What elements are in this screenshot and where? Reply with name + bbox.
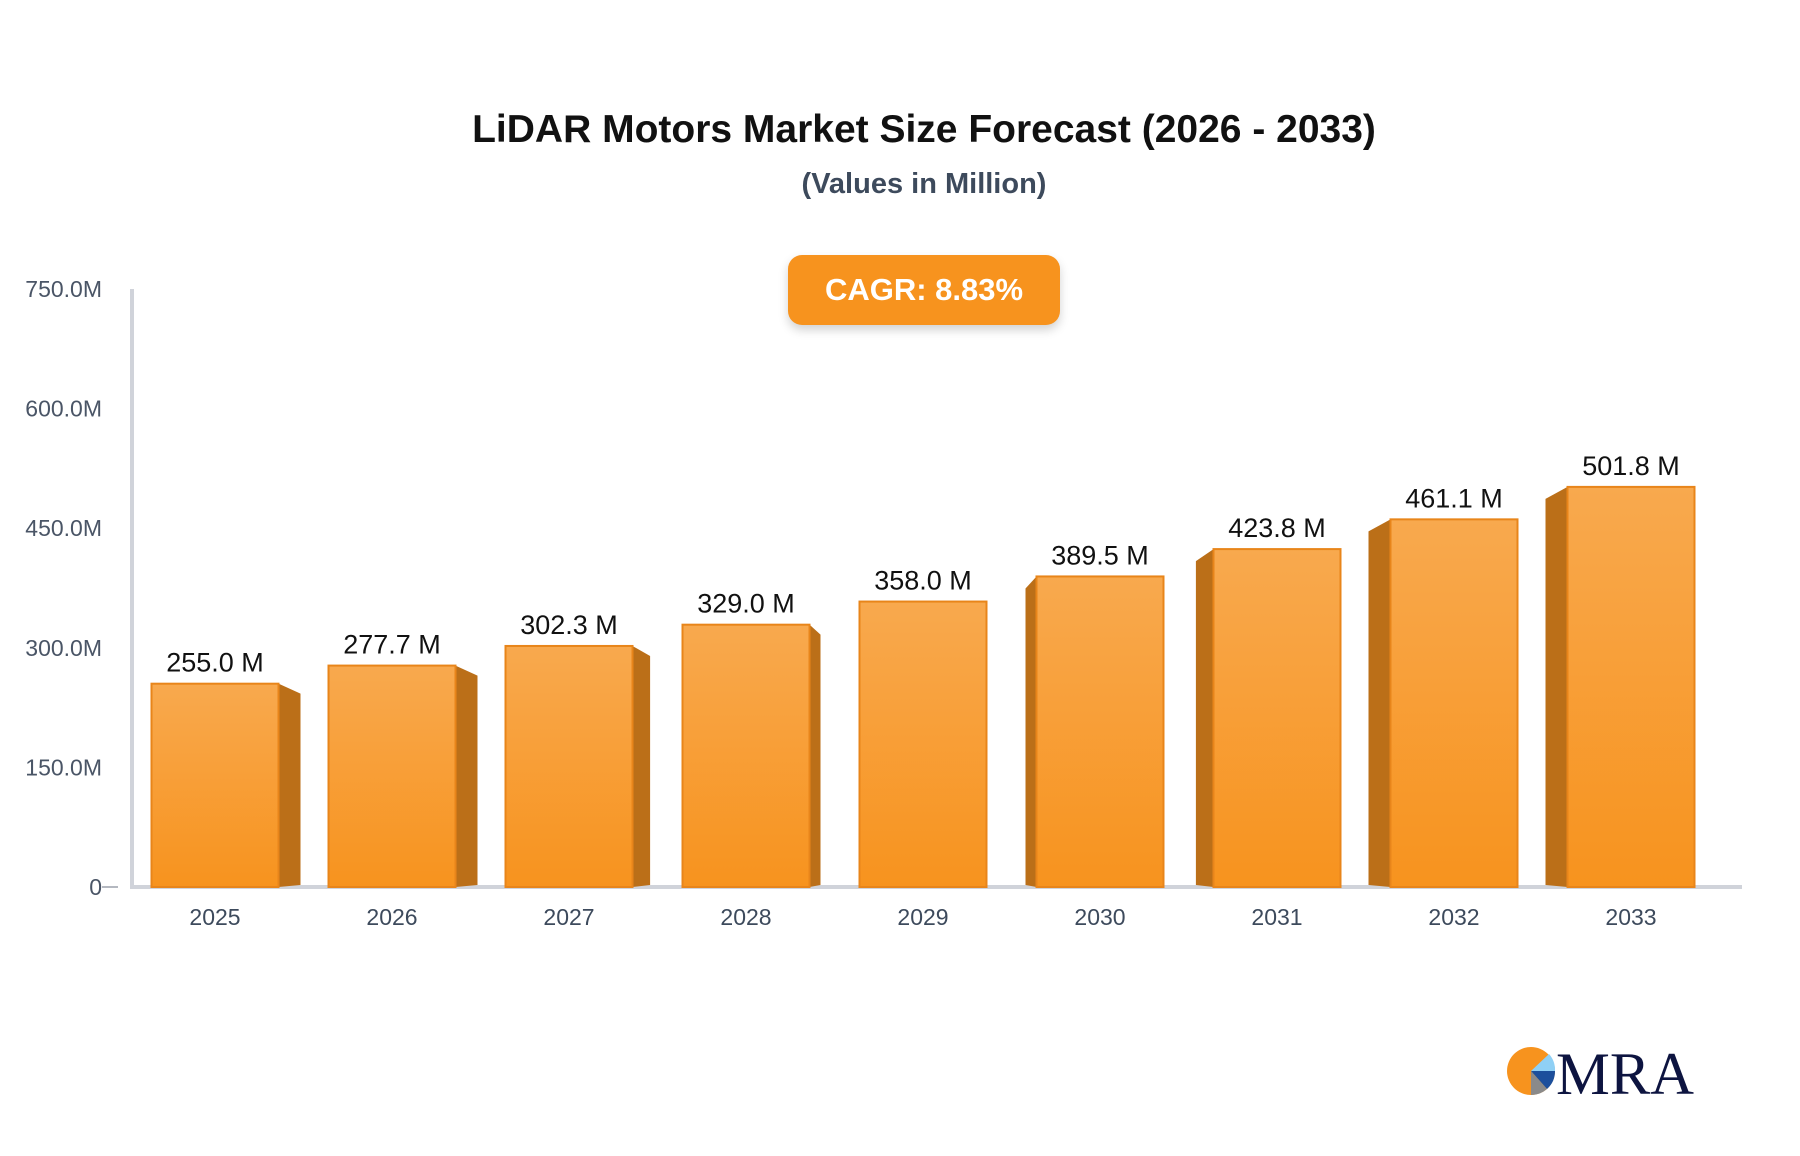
- y-tick-label: 150.0M: [25, 754, 102, 780]
- data-label: 389.5 M: [1051, 540, 1149, 570]
- data-label: 423.8 M: [1228, 513, 1326, 543]
- svg-text:MRA: MRA: [1556, 1042, 1694, 1100]
- chart-subtitle: (Values in Million): [801, 168, 1047, 200]
- data-label: 302.3 M: [520, 610, 618, 640]
- x-tick-label: 2025: [189, 904, 240, 930]
- bar: [327, 664, 457, 888]
- mra-logo: MRA: [1506, 1042, 1696, 1100]
- data-label: 358.0 M: [874, 566, 972, 596]
- bar: [858, 600, 988, 889]
- data-label: 255.0 M: [166, 648, 264, 678]
- x-tick-label: 2028: [720, 904, 771, 930]
- y-tick-label: 300.0M: [25, 635, 102, 661]
- bar-side: [632, 645, 651, 887]
- bar: [681, 623, 811, 888]
- bar-side: [455, 665, 478, 887]
- bar: [1566, 485, 1696, 888]
- bar-side: [1368, 519, 1391, 887]
- bar: [1389, 518, 1519, 888]
- bar-side: [1195, 549, 1214, 887]
- bar-side: [278, 683, 301, 887]
- x-tick-label: 2032: [1428, 904, 1479, 930]
- data-label: 329.0 M: [697, 589, 795, 619]
- y-tick-label: 750.0M: [25, 276, 102, 302]
- chart-title: LiDAR Motors Market Size Forecast (2026 …: [472, 108, 1376, 151]
- bar: [1212, 548, 1342, 889]
- bar: [1035, 575, 1165, 888]
- bar-side: [809, 624, 821, 887]
- data-label: 277.7 M: [343, 630, 441, 660]
- bar-side: [1545, 486, 1568, 887]
- x-tick-label: 2033: [1605, 904, 1656, 930]
- data-label: 501.8 M: [1582, 451, 1680, 481]
- y-tick-label: 450.0M: [25, 515, 102, 541]
- x-tick-label: 2027: [543, 904, 594, 930]
- bar-side: [1025, 576, 1037, 887]
- x-tick-label: 2031: [1251, 904, 1302, 930]
- x-tick-label: 2029: [897, 904, 948, 930]
- y-tick-label: 0: [89, 874, 102, 900]
- bar: [150, 682, 280, 888]
- data-label: 461.1 M: [1405, 483, 1503, 513]
- x-tick-label: 2026: [366, 904, 417, 930]
- x-tick-label: 2030: [1074, 904, 1125, 930]
- cagr-badge: CAGR: 8.83%: [788, 255, 1060, 325]
- y-tick-label: 600.0M: [25, 396, 102, 422]
- bar: [504, 644, 634, 888]
